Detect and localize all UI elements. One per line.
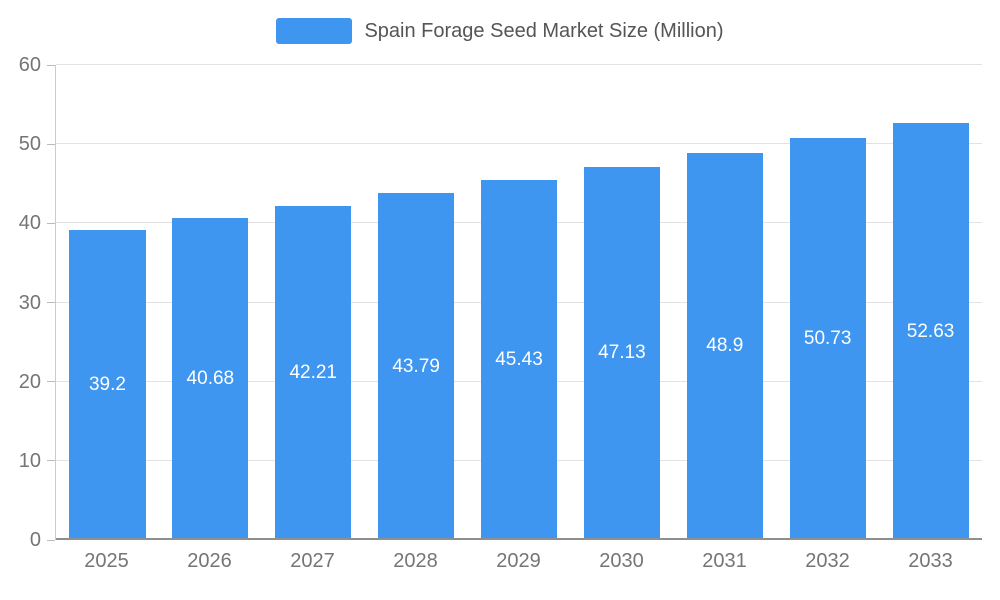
bar-value-label: 39.2 (88, 373, 126, 395)
y-axis-tick (47, 460, 55, 462)
bar: 48.9 (686, 152, 763, 540)
bar: 52.63 (892, 123, 969, 540)
bar-value-label: 47.13 (598, 342, 646, 364)
bar: 42.21 (275, 205, 352, 540)
legend-label[interactable]: Spain Forage Seed Market Size (Million) (364, 19, 724, 42)
gridline (56, 64, 982, 65)
bar: 43.79 (378, 193, 455, 540)
x-tick-label: 2031 (702, 550, 747, 572)
y-tick-label: 40 (18, 212, 41, 235)
bar-column: 45.43 (468, 65, 571, 540)
plot-area: 39.2 40.68 42.21 43.79 45.43 47.13 48.9 50.73 52… (55, 64, 982, 540)
y-tick-label: 30 (18, 291, 41, 314)
bar-value-label: 50.73 (803, 328, 852, 350)
x-tick-label: 2029 (496, 550, 541, 572)
bar: 40.68 (172, 217, 249, 540)
bar-value-label: 45.43 (495, 349, 543, 371)
x-tick-label: 2028 (393, 550, 438, 572)
y-axis-tick (47, 64, 55, 66)
y-axis: 0 10 20 30 40 50 60 (0, 55, 55, 550)
y-axis-tick (47, 222, 55, 224)
y-axis-tick (47, 381, 55, 383)
y-axis-tick (47, 143, 55, 145)
bar-column: 47.13 (570, 65, 673, 540)
y-tick-label: 10 (18, 449, 41, 472)
gridline (56, 143, 982, 145)
bar-column: 52.63 (879, 65, 982, 540)
x-tick-label: 2033 (908, 550, 953, 572)
bar-column: 40.68 (159, 65, 262, 540)
y-tick-label: 50 (18, 133, 41, 156)
bar-value-label: 48.9 (706, 335, 744, 357)
x-tick-label: 2025 (84, 550, 129, 572)
y-axis-tick (47, 539, 55, 541)
x-tick-label: 2027 (290, 550, 335, 572)
bar-column: 42.21 (262, 65, 365, 540)
y-tick-label: 60 (18, 54, 41, 76)
bar-column: 48.9 (673, 65, 776, 540)
bar: 47.13 (583, 166, 660, 540)
bar-value-label: 40.68 (186, 367, 235, 389)
bar: 39.2 (69, 229, 146, 540)
bars: 39.2 40.68 42.21 43.79 45.43 47.13 48.9 50.73 52… (56, 65, 982, 540)
x-axis: 2025 2026 2027 2028 2029 2030 2031 2032 2033 (55, 550, 982, 573)
bar: 45.43 (480, 180, 558, 540)
bar: 50.73 (789, 138, 866, 540)
y-axis-tick (47, 302, 55, 303)
bar-column: 50.73 (776, 65, 879, 540)
x-tick-label: 2026 (187, 550, 232, 572)
y-tick-label: 20 (18, 370, 41, 393)
bar-value-label: 42.21 (289, 361, 337, 383)
x-tick-label: 2032 (805, 550, 850, 572)
x-axis-baseline (56, 538, 982, 540)
bar-value-label: 43.79 (392, 355, 440, 377)
x-tick-label: 2030 (599, 550, 644, 572)
legend-swatch[interactable] (276, 18, 353, 44)
bar-column: 39.2 (56, 65, 159, 540)
y-tick-label: 0 (29, 529, 41, 551)
chart-legend: Spain Forage Seed Market Size (Million) (0, 18, 1000, 44)
bar-value-label: 52.63 (906, 320, 955, 342)
bar-column: 43.79 (365, 65, 468, 540)
